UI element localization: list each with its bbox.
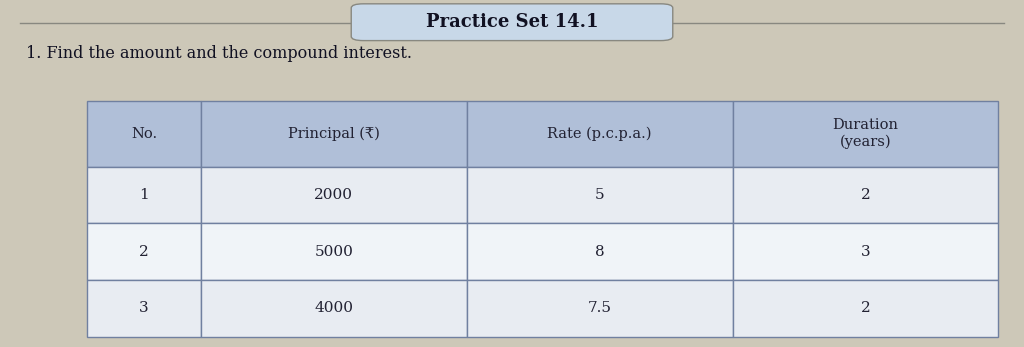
- Text: 2: 2: [860, 301, 870, 315]
- Text: 2000: 2000: [314, 188, 353, 202]
- Text: 5000: 5000: [314, 245, 353, 259]
- Bar: [87, 167, 201, 223]
- Bar: [467, 101, 732, 167]
- Bar: [732, 101, 998, 167]
- Bar: [732, 223, 998, 280]
- Text: 5: 5: [595, 188, 604, 202]
- Text: 1. Find the amount and the compound interest.: 1. Find the amount and the compound inte…: [26, 45, 412, 62]
- Bar: [87, 223, 201, 280]
- FancyBboxPatch shape: [351, 4, 673, 41]
- Bar: [201, 167, 467, 223]
- Text: 7.5: 7.5: [588, 301, 611, 315]
- Text: 8: 8: [595, 245, 604, 259]
- Text: 3: 3: [861, 245, 870, 259]
- Bar: [201, 280, 467, 337]
- Bar: [87, 101, 201, 167]
- Bar: [201, 223, 467, 280]
- Bar: [87, 280, 201, 337]
- Text: 3: 3: [139, 301, 148, 315]
- Bar: [732, 280, 998, 337]
- Text: Practice Set 14.1: Practice Set 14.1: [426, 13, 598, 31]
- Bar: [201, 101, 467, 167]
- Bar: [732, 167, 998, 223]
- Bar: [467, 223, 732, 280]
- Text: Principal (₹): Principal (₹): [288, 126, 380, 141]
- Text: 1: 1: [139, 188, 148, 202]
- Bar: [467, 280, 732, 337]
- Text: Rate (p.c.p.a.): Rate (p.c.p.a.): [548, 126, 652, 141]
- Text: 2: 2: [860, 188, 870, 202]
- Text: 2: 2: [139, 245, 148, 259]
- Bar: [467, 167, 732, 223]
- Text: No.: No.: [131, 127, 157, 141]
- Text: 4000: 4000: [314, 301, 353, 315]
- Text: Duration
(years): Duration (years): [833, 118, 898, 149]
